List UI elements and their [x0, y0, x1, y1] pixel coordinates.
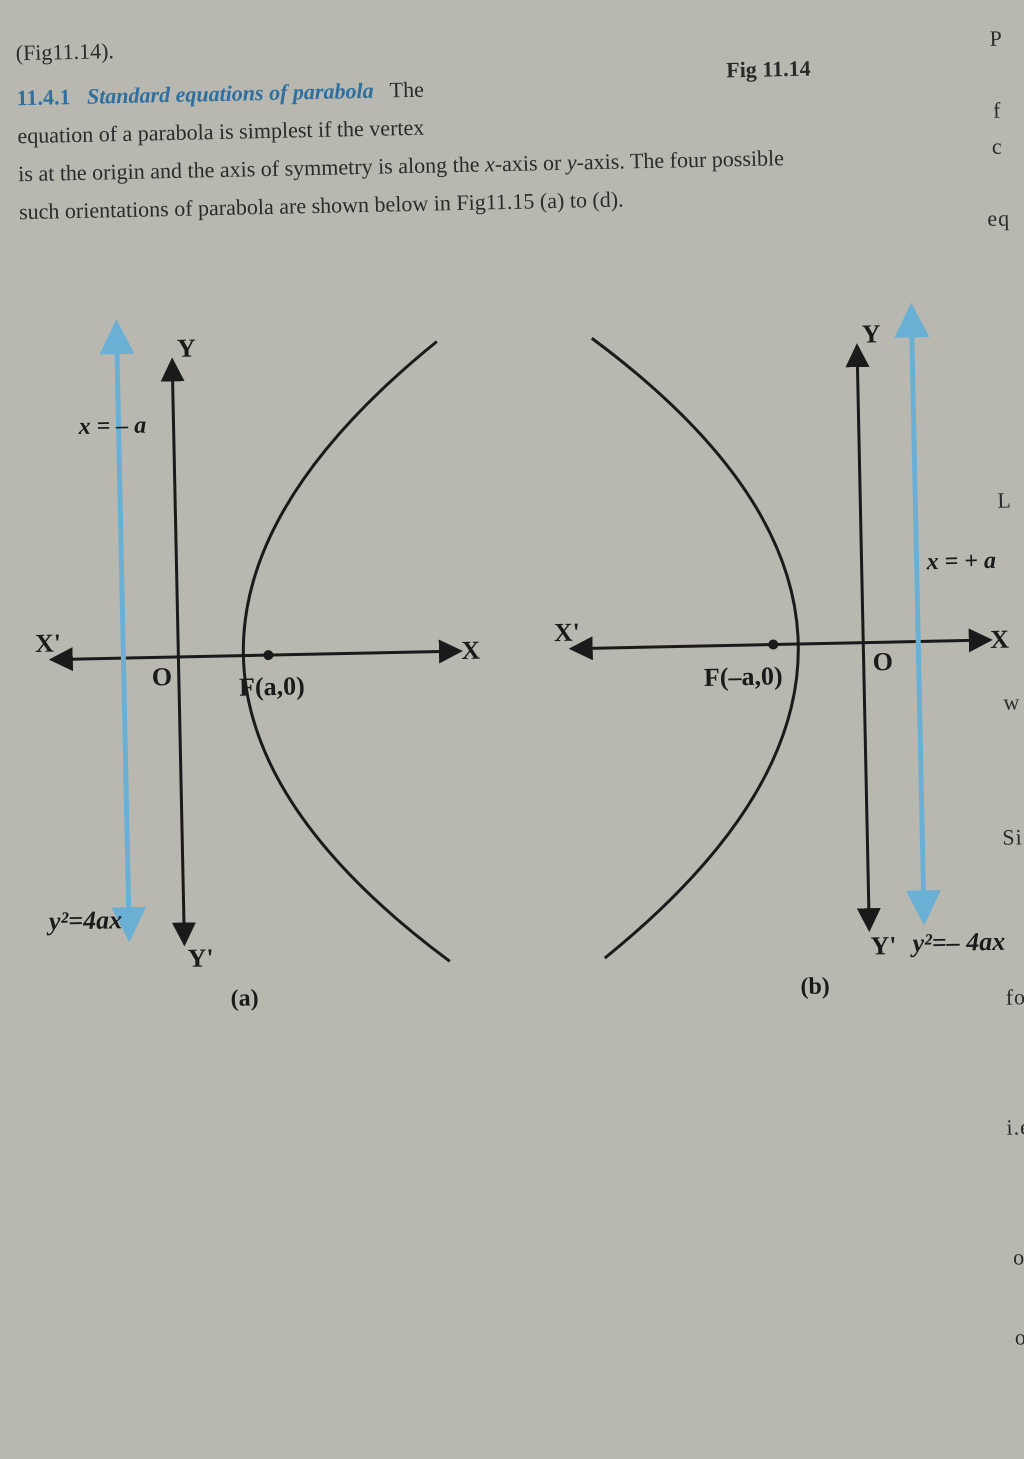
- directrix-eq: x = + a: [925, 548, 996, 575]
- y-axis: [172, 367, 184, 937]
- parabola-equation: y²=– 4ax: [909, 927, 1005, 958]
- y-axis: [857, 353, 869, 923]
- x-neg-label: X': [554, 618, 581, 648]
- section-heading: 11.4.1 Standard equations of parabola Th…: [16, 74, 424, 114]
- section-title: Standard equations of parabola: [87, 78, 374, 109]
- directrix-eq: x = – a: [77, 413, 146, 440]
- fig-caption-right: Fig 11.14: [726, 56, 811, 84]
- y-neg-label: Y': [187, 943, 214, 973]
- margin-frag: f: [993, 98, 1002, 124]
- margin-frag: fo: [1005, 984, 1024, 1010]
- focus-point: [263, 650, 273, 660]
- focus-label: F(a,0): [239, 671, 305, 701]
- x-axis: [58, 651, 453, 659]
- margin-frag: c: [992, 134, 1003, 160]
- y-neg-label: Y': [870, 931, 897, 961]
- x-pos-label: X: [990, 625, 1010, 654]
- parabola-figure-a: Y Y' X' X O F(a,0) x = – a y²=4ax (a): [15, 260, 510, 990]
- parabola-equation: y²=4ax: [46, 905, 123, 936]
- margin-frag: or: [1015, 1324, 1024, 1350]
- x-neg-label: X': [35, 628, 62, 658]
- subfig-label-a: (a): [230, 985, 259, 1013]
- x-axis: [578, 640, 983, 648]
- focus-point: [768, 639, 778, 649]
- origin-label: O: [152, 662, 173, 691]
- body-line-1: equation of a parabola is simplest if th…: [17, 112, 424, 152]
- origin-label: O: [872, 647, 893, 676]
- section-number: 11.4.1: [16, 84, 70, 110]
- margin-frag: P: [989, 26, 1003, 52]
- y-pos-label: Y: [861, 319, 881, 348]
- y-pos-label: Y: [177, 334, 197, 363]
- prev-fig-ref: (Fig11.14).: [15, 38, 114, 66]
- x-pos-label: X: [461, 636, 481, 665]
- body-line-3: such orientations of parabola are shown …: [19, 184, 624, 229]
- margin-frag: or: [1013, 1244, 1024, 1270]
- margin-frag: eq: [987, 205, 1010, 231]
- directrix-line: [911, 317, 923, 912]
- parabola-figure-b: Y Y' X' X O F(–a,0) x = + a y²=– 4ax (b): [530, 249, 1024, 979]
- margin-frag: i.e: [1006, 1114, 1024, 1141]
- section-intro: The: [389, 77, 424, 103]
- focus-label: F(–a,0): [704, 661, 783, 692]
- subfig-label-b: (b): [800, 973, 830, 1001]
